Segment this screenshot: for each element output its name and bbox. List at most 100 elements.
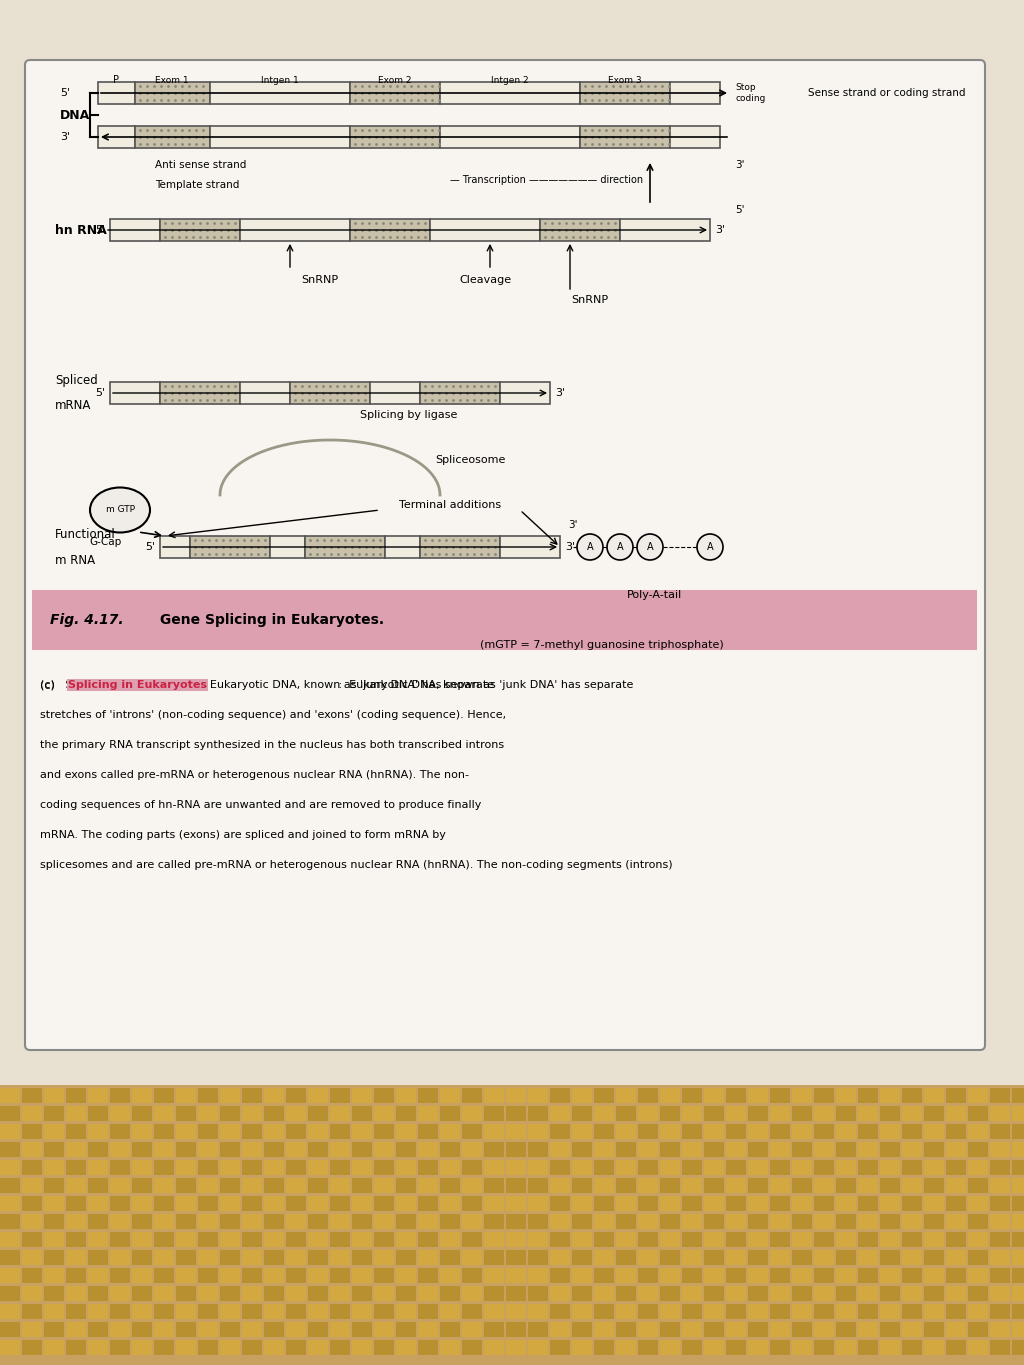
FancyBboxPatch shape	[198, 1250, 218, 1265]
FancyBboxPatch shape	[616, 1123, 636, 1138]
FancyBboxPatch shape	[924, 1304, 944, 1319]
FancyBboxPatch shape	[770, 1233, 790, 1248]
FancyBboxPatch shape	[506, 1213, 526, 1229]
FancyBboxPatch shape	[638, 1178, 658, 1193]
FancyBboxPatch shape	[770, 1250, 790, 1265]
FancyBboxPatch shape	[550, 1340, 570, 1355]
Text: m GTP: m GTP	[105, 505, 134, 515]
FancyBboxPatch shape	[705, 1233, 724, 1248]
FancyBboxPatch shape	[836, 1233, 856, 1248]
Text: 3': 3'	[715, 225, 725, 235]
FancyBboxPatch shape	[814, 1268, 834, 1283]
FancyBboxPatch shape	[290, 382, 370, 404]
FancyBboxPatch shape	[286, 1268, 306, 1283]
FancyBboxPatch shape	[305, 536, 385, 558]
FancyBboxPatch shape	[572, 1340, 592, 1355]
FancyBboxPatch shape	[396, 1321, 416, 1336]
Text: 3': 3'	[735, 160, 744, 171]
FancyBboxPatch shape	[638, 1143, 658, 1158]
Text: 5': 5'	[95, 225, 105, 235]
FancyBboxPatch shape	[462, 1088, 482, 1103]
FancyBboxPatch shape	[132, 1304, 152, 1319]
FancyBboxPatch shape	[462, 1340, 482, 1355]
FancyBboxPatch shape	[220, 1233, 240, 1248]
FancyBboxPatch shape	[880, 1088, 900, 1103]
FancyBboxPatch shape	[198, 1321, 218, 1336]
FancyBboxPatch shape	[352, 1123, 372, 1138]
FancyBboxPatch shape	[198, 1286, 218, 1301]
FancyBboxPatch shape	[418, 1321, 438, 1336]
FancyBboxPatch shape	[726, 1233, 746, 1248]
FancyBboxPatch shape	[946, 1106, 966, 1121]
FancyBboxPatch shape	[638, 1106, 658, 1121]
FancyBboxPatch shape	[374, 1304, 394, 1319]
FancyBboxPatch shape	[0, 1286, 20, 1301]
FancyBboxPatch shape	[352, 1160, 372, 1175]
FancyBboxPatch shape	[462, 1286, 482, 1301]
FancyBboxPatch shape	[66, 1340, 86, 1355]
FancyBboxPatch shape	[638, 1321, 658, 1336]
FancyBboxPatch shape	[792, 1106, 812, 1121]
FancyBboxPatch shape	[385, 536, 420, 558]
FancyBboxPatch shape	[682, 1304, 702, 1319]
FancyBboxPatch shape	[220, 1321, 240, 1336]
FancyBboxPatch shape	[440, 126, 580, 147]
FancyBboxPatch shape	[352, 1250, 372, 1265]
FancyBboxPatch shape	[660, 1268, 680, 1283]
FancyBboxPatch shape	[682, 1213, 702, 1229]
FancyBboxPatch shape	[880, 1196, 900, 1211]
FancyBboxPatch shape	[748, 1160, 768, 1175]
FancyBboxPatch shape	[500, 536, 560, 558]
FancyBboxPatch shape	[374, 1106, 394, 1121]
FancyBboxPatch shape	[550, 1268, 570, 1283]
FancyBboxPatch shape	[814, 1250, 834, 1265]
FancyBboxPatch shape	[880, 1178, 900, 1193]
FancyBboxPatch shape	[308, 1268, 328, 1283]
FancyBboxPatch shape	[22, 1233, 42, 1248]
FancyBboxPatch shape	[946, 1088, 966, 1103]
FancyBboxPatch shape	[946, 1340, 966, 1355]
FancyBboxPatch shape	[374, 1286, 394, 1301]
FancyBboxPatch shape	[132, 1178, 152, 1193]
FancyBboxPatch shape	[946, 1233, 966, 1248]
FancyBboxPatch shape	[968, 1160, 988, 1175]
FancyBboxPatch shape	[308, 1213, 328, 1229]
FancyBboxPatch shape	[352, 1106, 372, 1121]
FancyBboxPatch shape	[792, 1123, 812, 1138]
FancyBboxPatch shape	[880, 1160, 900, 1175]
FancyBboxPatch shape	[264, 1340, 284, 1355]
FancyBboxPatch shape	[924, 1233, 944, 1248]
FancyBboxPatch shape	[506, 1321, 526, 1336]
FancyBboxPatch shape	[902, 1088, 922, 1103]
FancyBboxPatch shape	[705, 1250, 724, 1265]
FancyBboxPatch shape	[506, 1106, 526, 1121]
FancyBboxPatch shape	[946, 1268, 966, 1283]
FancyBboxPatch shape	[308, 1340, 328, 1355]
FancyBboxPatch shape	[330, 1321, 350, 1336]
Text: splicesomes and are called pre-mRNA or heterogenous nuclear RNA (hnRNA). The non: splicesomes and are called pre-mRNA or h…	[40, 860, 673, 870]
FancyBboxPatch shape	[682, 1340, 702, 1355]
FancyBboxPatch shape	[374, 1143, 394, 1158]
FancyBboxPatch shape	[440, 1196, 460, 1211]
FancyBboxPatch shape	[572, 1106, 592, 1121]
FancyBboxPatch shape	[270, 536, 305, 558]
FancyBboxPatch shape	[924, 1123, 944, 1138]
FancyBboxPatch shape	[726, 1340, 746, 1355]
FancyBboxPatch shape	[0, 1196, 20, 1211]
FancyBboxPatch shape	[352, 1268, 372, 1283]
FancyBboxPatch shape	[440, 1340, 460, 1355]
FancyBboxPatch shape	[88, 1340, 108, 1355]
FancyBboxPatch shape	[990, 1304, 1010, 1319]
FancyBboxPatch shape	[198, 1106, 218, 1121]
Text: Stop
coding: Stop coding	[735, 83, 765, 102]
FancyBboxPatch shape	[66, 1178, 86, 1193]
FancyBboxPatch shape	[352, 1321, 372, 1336]
FancyBboxPatch shape	[594, 1123, 614, 1138]
FancyBboxPatch shape	[44, 1233, 63, 1248]
FancyBboxPatch shape	[770, 1286, 790, 1301]
FancyBboxPatch shape	[22, 1196, 42, 1211]
FancyBboxPatch shape	[660, 1233, 680, 1248]
FancyBboxPatch shape	[44, 1143, 63, 1158]
FancyBboxPatch shape	[836, 1143, 856, 1158]
FancyBboxPatch shape	[1012, 1106, 1024, 1121]
